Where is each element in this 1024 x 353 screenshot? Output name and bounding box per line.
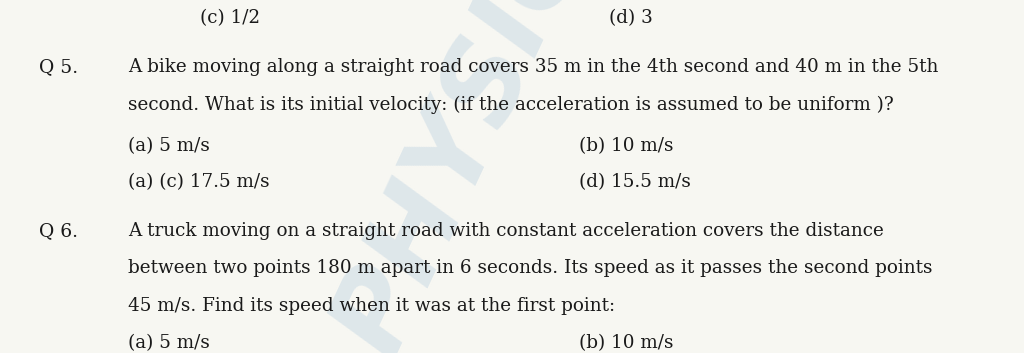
Text: (a) 5 m/s: (a) 5 m/s bbox=[128, 334, 210, 352]
Text: (b) 10 m/s: (b) 10 m/s bbox=[579, 334, 673, 352]
Text: PHYSIC: PHYSIC bbox=[315, 0, 606, 353]
Text: (d) 15.5 m/s: (d) 15.5 m/s bbox=[579, 173, 690, 191]
Text: (a) (c) 17.5 m/s: (a) (c) 17.5 m/s bbox=[128, 173, 269, 191]
Text: A bike moving along a straight road covers 35 m in the 4th second and 40 m in th: A bike moving along a straight road cove… bbox=[128, 58, 938, 76]
Text: A truck moving on a straight road with constant acceleration covers the distance: A truck moving on a straight road with c… bbox=[128, 222, 884, 240]
Text: (c) 1/2: (c) 1/2 bbox=[200, 9, 260, 27]
Text: 45 m/s. Find its speed when it was at the first point:: 45 m/s. Find its speed when it was at th… bbox=[128, 297, 615, 315]
Text: (b) 10 m/s: (b) 10 m/s bbox=[579, 137, 673, 155]
Text: Q 6.: Q 6. bbox=[39, 222, 78, 240]
Text: between two points 180 m apart in 6 seconds. Its speed as it passes the second p: between two points 180 m apart in 6 seco… bbox=[128, 259, 933, 277]
Text: (d) 3: (d) 3 bbox=[609, 9, 653, 27]
Text: Q 5.: Q 5. bbox=[39, 58, 78, 76]
Text: second. What is its initial velocity: (if the acceleration is assumed to be unif: second. What is its initial velocity: (i… bbox=[128, 95, 894, 114]
Text: (a) 5 m/s: (a) 5 m/s bbox=[128, 137, 210, 155]
